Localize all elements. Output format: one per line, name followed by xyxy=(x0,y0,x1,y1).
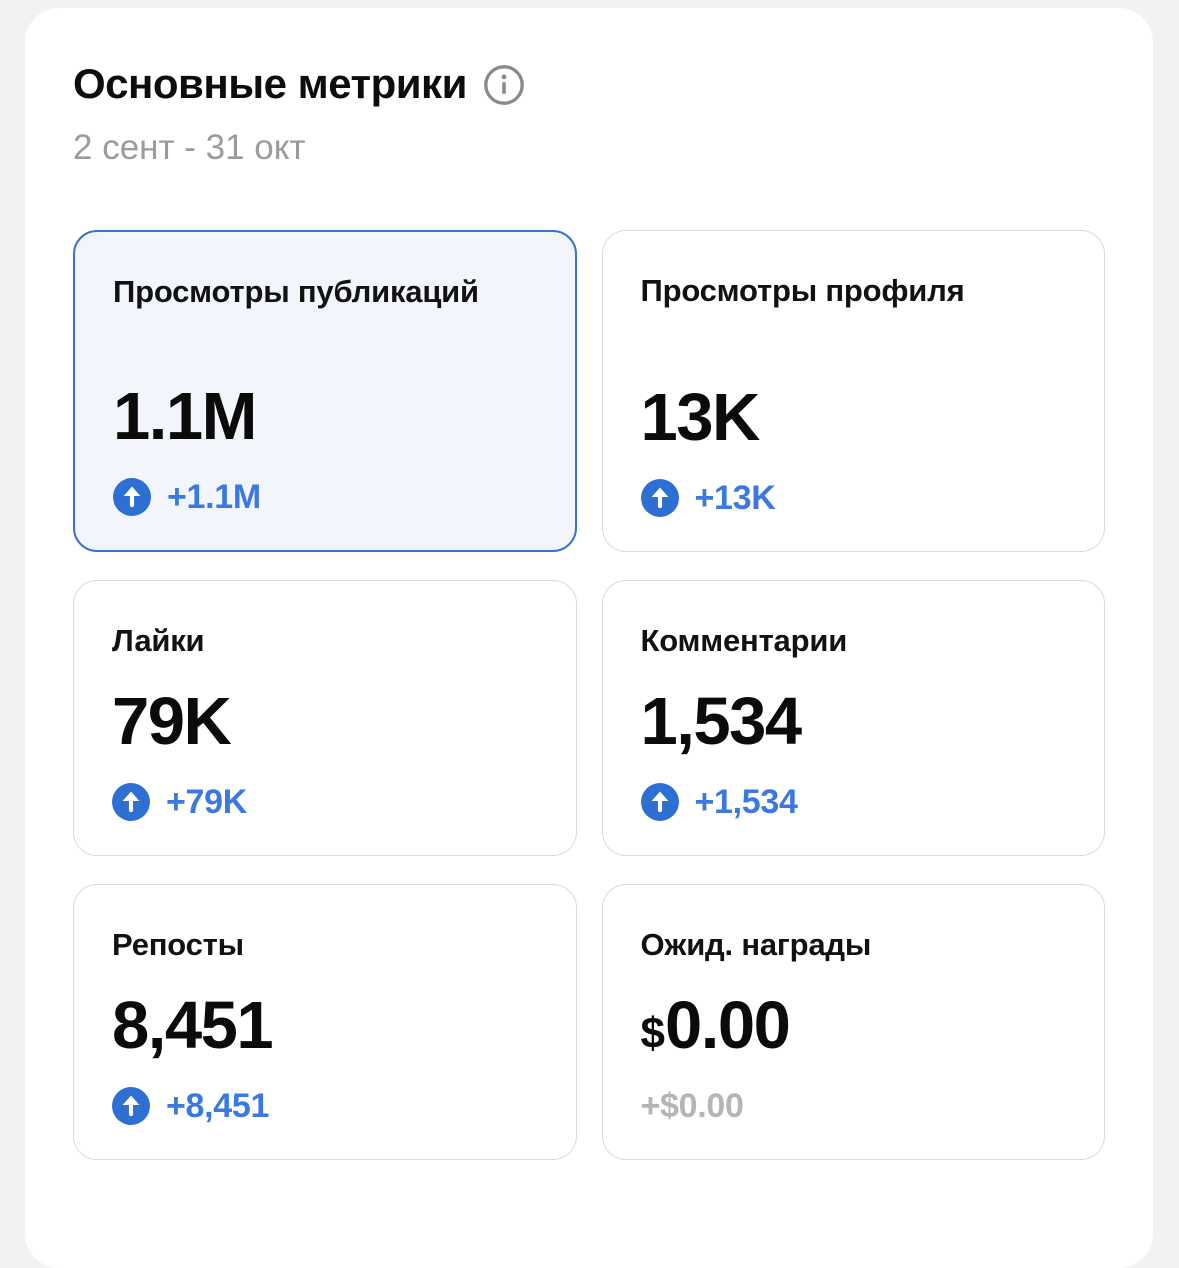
metric-label: Комментарии xyxy=(640,623,848,658)
metric-delta-text: +$0.00 xyxy=(640,1087,744,1125)
metric-delta-text: +8,451 xyxy=(166,1087,270,1125)
metric-value: $0.00 xyxy=(640,988,791,1063)
metric-delta-text: +1.1M xyxy=(167,478,261,516)
currency-symbol: $ xyxy=(640,1009,665,1058)
metric-card-2[interactable]: Лайки 79K +79K xyxy=(73,580,577,856)
metric-card-5[interactable]: Ожид. награды $0.00 +$0.00 xyxy=(601,884,1105,1160)
metric-label: Репосты xyxy=(112,927,244,962)
metrics-grid: Просмотры публикаций 1.1M +1.1M Просмотры п… xyxy=(73,230,1105,1160)
metric-delta-text: +79K xyxy=(166,783,248,821)
metric-delta: +8,451 xyxy=(112,1087,538,1125)
metric-card-3[interactable]: Комментарии 1,534 +1,534 xyxy=(601,580,1105,856)
metric-value: 79K xyxy=(112,684,232,759)
metric-delta: +1,534 xyxy=(640,783,1067,821)
metric-value: 1,534 xyxy=(640,684,803,759)
trend-up-icon xyxy=(640,783,679,821)
trend-up-icon xyxy=(113,478,151,516)
metric-label: Лайки xyxy=(112,623,205,658)
metric-delta-text: +1,534 xyxy=(694,783,798,821)
metric-delta: +13K xyxy=(640,479,1067,517)
trend-up-icon xyxy=(112,1087,150,1125)
metric-card-4[interactable]: Репосты 8,451 +8,451 xyxy=(73,884,577,1160)
date-range: 2 сент - 31 окт xyxy=(73,128,306,167)
metric-delta: +79K xyxy=(112,783,538,821)
metric-label: Просмотры профиля xyxy=(640,273,965,308)
metric-label: Ожид. награды xyxy=(640,927,872,962)
metric-delta-text: +13K xyxy=(694,479,776,517)
page-title: Основные метрики xyxy=(73,60,467,107)
metric-card-0[interactable]: Просмотры публикаций 1.1M +1.1M xyxy=(73,230,577,552)
metric-label: Просмотры публикаций xyxy=(113,274,479,309)
metrics-panel: Основные метрики 2 сент - 31 окт Просмот… xyxy=(25,8,1153,1268)
metric-card-1[interactable]: Просмотры профиля 13K +13K xyxy=(601,230,1105,552)
info-icon[interactable] xyxy=(483,64,525,106)
metric-delta: +1.1M xyxy=(113,478,537,516)
metric-value: 13K xyxy=(640,380,761,455)
trend-up-icon xyxy=(640,479,679,517)
header: Основные метрики xyxy=(73,60,1105,108)
metric-value: 8,451 xyxy=(112,988,274,1063)
trend-up-icon xyxy=(112,783,150,821)
metric-value: 1.1M xyxy=(113,379,257,454)
metric-delta: +$0.00 xyxy=(641,1087,1067,1125)
